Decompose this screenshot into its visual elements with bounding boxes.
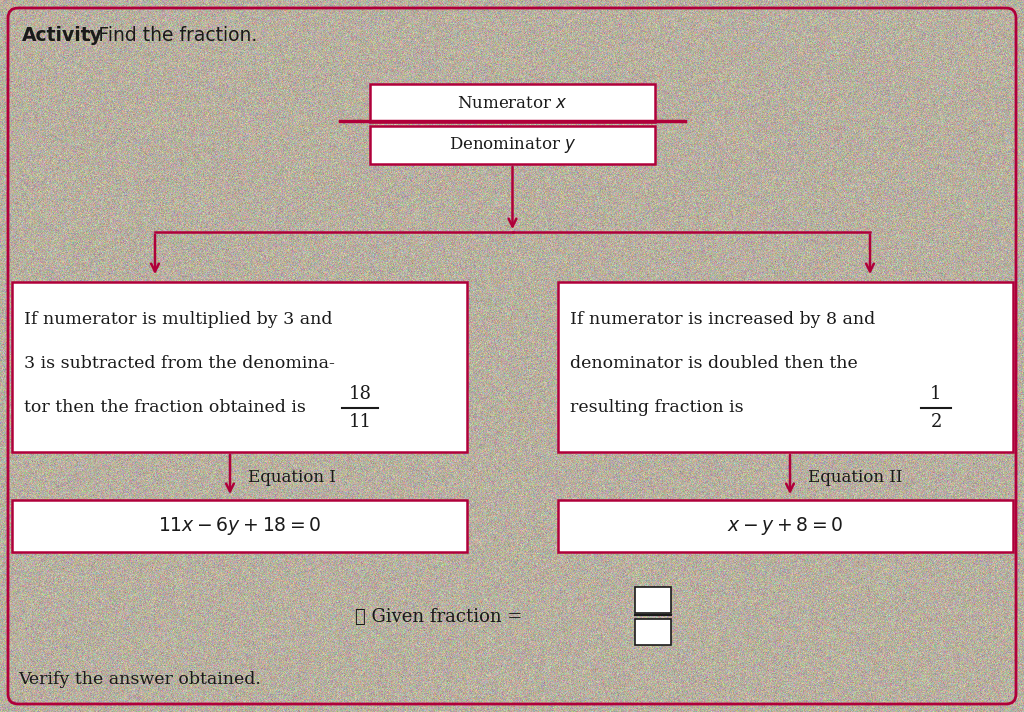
- FancyBboxPatch shape: [370, 126, 655, 164]
- FancyBboxPatch shape: [635, 619, 671, 645]
- FancyBboxPatch shape: [12, 500, 467, 552]
- FancyBboxPatch shape: [370, 84, 655, 122]
- Text: If numerator is multiplied by 3 and: If numerator is multiplied by 3 and: [24, 312, 333, 328]
- Text: Equation II: Equation II: [808, 468, 902, 486]
- Text: 3 is subtracted from the denomina-: 3 is subtracted from the denomina-: [24, 355, 335, 372]
- Text: Activity: Activity: [22, 26, 102, 45]
- FancyBboxPatch shape: [558, 282, 1013, 452]
- Text: $x - y + 8 = 0$: $x - y + 8 = 0$: [727, 515, 844, 537]
- FancyBboxPatch shape: [558, 500, 1013, 552]
- Text: ∴ Given fraction =: ∴ Given fraction =: [355, 608, 528, 626]
- FancyBboxPatch shape: [635, 587, 671, 613]
- Text: Equation I: Equation I: [248, 468, 336, 486]
- Text: 1: 1: [930, 385, 942, 403]
- Text: : Find the fraction.: : Find the fraction.: [80, 26, 257, 45]
- Text: 2: 2: [931, 413, 942, 431]
- FancyBboxPatch shape: [12, 282, 467, 452]
- Text: 18: 18: [348, 385, 372, 403]
- Text: If numerator is increased by 8 and: If numerator is increased by 8 and: [570, 312, 876, 328]
- Text: tor then the fraction obtained is: tor then the fraction obtained is: [24, 399, 311, 417]
- Text: resulting fraction is: resulting fraction is: [570, 399, 750, 417]
- Text: Numerator $x$: Numerator $x$: [457, 95, 568, 112]
- Text: 11: 11: [348, 413, 372, 431]
- Text: denominator is doubled then the: denominator is doubled then the: [570, 355, 858, 372]
- Text: Verify the answer obtained.: Verify the answer obtained.: [18, 671, 261, 689]
- Text: Denominator $y$: Denominator $y$: [449, 135, 577, 155]
- Text: $11x - 6y + 18 = 0$: $11x - 6y + 18 = 0$: [158, 515, 322, 537]
